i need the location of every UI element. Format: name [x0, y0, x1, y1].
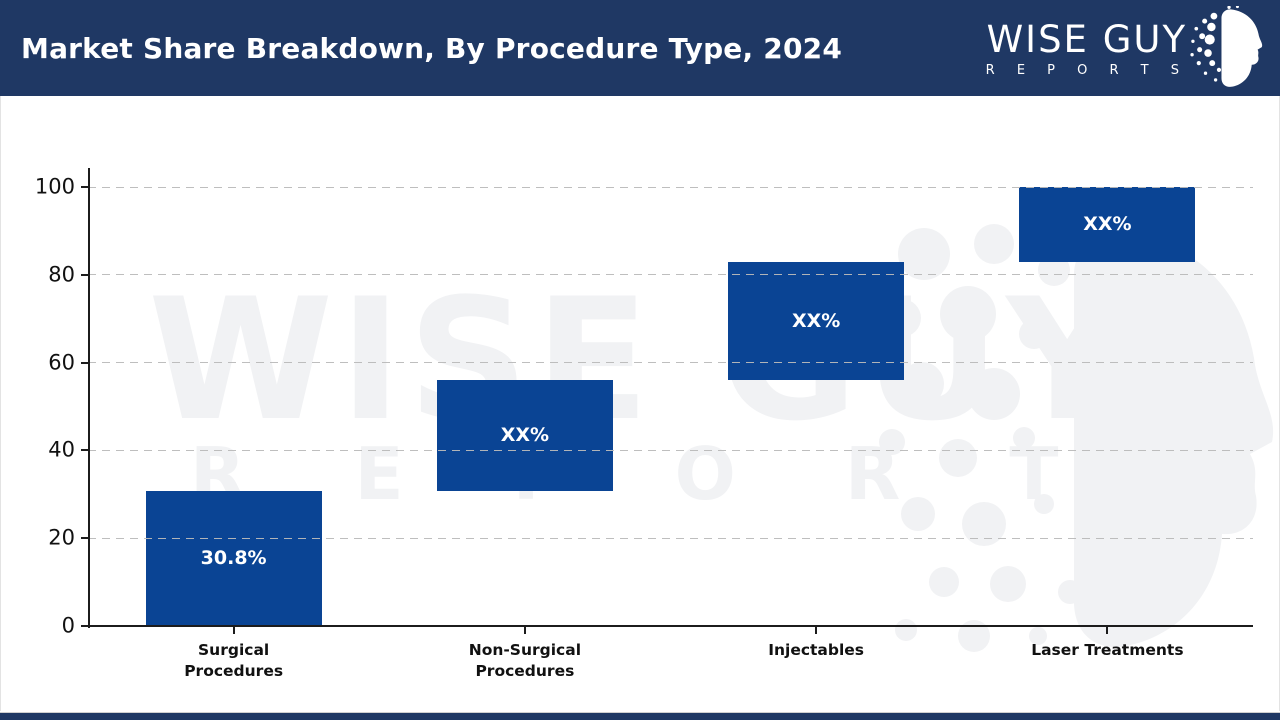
- y-tick: [81, 361, 88, 364]
- wiseguy-face-icon: [1190, 6, 1263, 87]
- x-category-label-line: Procedures: [184, 662, 284, 680]
- bar: [436, 380, 613, 491]
- x-tick: [232, 627, 235, 634]
- x-category-label: Laser Treatments: [1031, 640, 1183, 661]
- x-axis-line: [88, 625, 1253, 627]
- bar: [1019, 187, 1196, 262]
- gridline: [88, 274, 1253, 276]
- gridline: [88, 537, 1253, 539]
- y-tick-label: 40: [48, 437, 75, 462]
- wiseguy-logo-text: WISE GUY R E P O R T S: [986, 18, 1188, 78]
- y-tick-label: 80: [48, 262, 75, 287]
- y-tick: [81, 273, 88, 276]
- bar-value-label: XX%: [791, 309, 841, 332]
- x-tick: [1106, 627, 1109, 634]
- bar-value-label: XX%: [1083, 213, 1132, 236]
- bar-value-label: 30.8%: [200, 547, 267, 570]
- y-axis-line: [88, 168, 90, 628]
- y-tick: [81, 449, 88, 452]
- x-category-label-line: Procedures: [475, 662, 575, 680]
- bar-value-label: XX%: [500, 424, 550, 447]
- logo-sub-text: R E P O R T S: [985, 63, 1188, 78]
- x-category-label: Non-Surgical Procedures: [469, 640, 581, 682]
- x-category-label-line: Surgical: [198, 641, 270, 659]
- gridline: [88, 186, 1253, 188]
- x-category-label: Injectables: [768, 640, 864, 661]
- gridline: [88, 362, 1253, 364]
- x-tick: [523, 627, 526, 634]
- gridline: [88, 449, 1253, 451]
- y-tick: [81, 625, 88, 627]
- logo-name-text: WISE GUY: [986, 18, 1188, 61]
- x-category-label-line: Laser Treatments: [1031, 641, 1184, 659]
- bar: [145, 490, 322, 626]
- y-tick-label: 0: [61, 613, 75, 638]
- y-tick-label: 100: [34, 174, 75, 199]
- y-tick: [81, 186, 88, 188]
- footer-bar: [0, 712, 1280, 720]
- watermark-face-icon: [879, 224, 1274, 652]
- x-tick: [815, 627, 818, 634]
- y-tick-label: 20: [48, 525, 75, 550]
- bar: [728, 261, 905, 381]
- x-category-label-line: Injectables: [768, 641, 865, 659]
- wiseguy-logo: WISE GUY R E P O R T S: [986, 6, 1280, 90]
- page-title: Market Share Breakdown, By Procedure Typ…: [21, 31, 843, 65]
- x-category-label: Surgical Procedures: [184, 640, 283, 682]
- y-tick: [81, 537, 88, 540]
- y-tick-label: 60: [48, 349, 75, 374]
- header-bar: Market Share Breakdown, By Procedure Typ…: [0, 0, 1280, 96]
- x-category-label-line: Non-Surgical: [468, 641, 582, 659]
